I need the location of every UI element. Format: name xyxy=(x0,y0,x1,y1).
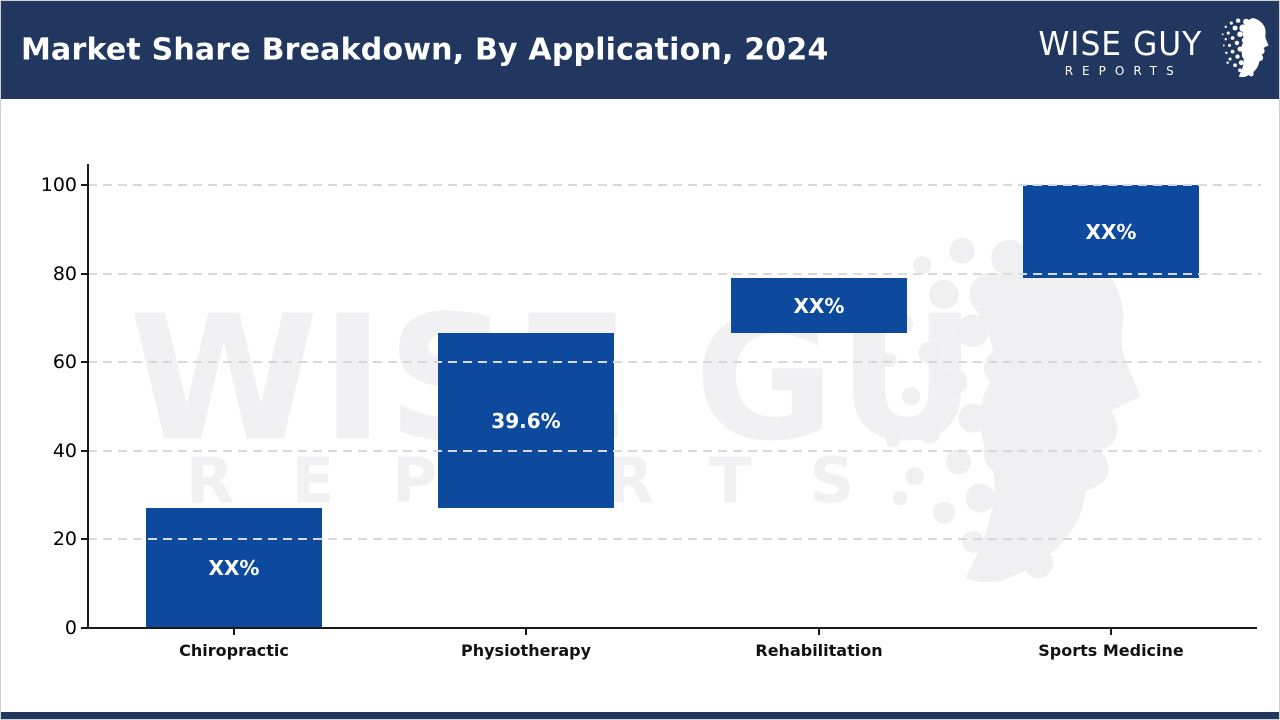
x-tick-label-2: Rehabilitation xyxy=(755,641,883,660)
logo-wordmark: WISE GUY xyxy=(1038,24,1203,63)
gridline-60 xyxy=(88,361,1261,363)
gridline-40 xyxy=(88,450,1261,452)
header-band: Market Share Breakdown, By Application, … xyxy=(1,1,1279,99)
gridline-80 xyxy=(88,273,1261,275)
wiseguy-logo: WISE GUY REPORTS xyxy=(1034,9,1271,93)
logo-head-icon xyxy=(1221,18,1269,78)
bar-value-label: XX% xyxy=(208,556,260,580)
y-axis-line xyxy=(87,164,89,629)
chart-title: Market Share Breakdown, By Application, … xyxy=(21,32,829,68)
x-tickmark-2 xyxy=(818,629,820,635)
bar-value-label: XX% xyxy=(1085,219,1137,244)
watermark-wordmark: WISE GUY xyxy=(129,278,1106,479)
bar-value-label: XX% xyxy=(793,293,845,318)
y-tickmark-60 xyxy=(81,361,88,363)
y-tickmark-20 xyxy=(81,538,88,540)
bar-chiropractic xyxy=(146,508,322,628)
bar-rehabilitation xyxy=(731,278,907,333)
x-tick-label-3: Sports Medicine xyxy=(1038,641,1184,660)
y-tickmark-0 xyxy=(81,627,88,629)
footer-band xyxy=(1,712,1279,719)
x-tickmark-0 xyxy=(233,629,235,635)
gridline-100 xyxy=(88,184,1261,186)
y-tickmark-80 xyxy=(81,273,88,275)
y-tick-label-100: 100 xyxy=(40,174,77,196)
bar-value-label: 39.6% xyxy=(491,408,561,433)
y-tick-label-60: 60 xyxy=(52,351,77,373)
y-tickmark-40 xyxy=(81,450,88,452)
y-tick-label-0: 0 xyxy=(64,617,77,639)
y-tick-label-80: 80 xyxy=(52,263,77,285)
x-tick-label-0: Chiropractic xyxy=(179,641,289,660)
y-tick-label-40: 40 xyxy=(52,440,77,462)
y-tickmark-100 xyxy=(81,184,88,186)
x-tickmark-3 xyxy=(1110,629,1112,635)
bar-sports-medicine xyxy=(1023,185,1199,278)
logo-subtitle: REPORTS xyxy=(1064,64,1183,78)
gridline-20 xyxy=(88,538,1261,540)
x-tick-label-1: Physiotherapy xyxy=(460,641,592,660)
logo-text: WISE GUY REPORTS xyxy=(1034,24,1207,78)
x-axis-line xyxy=(87,627,1257,629)
y-tick-label-20: 20 xyxy=(52,528,77,550)
x-tickmark-1 xyxy=(525,629,527,635)
